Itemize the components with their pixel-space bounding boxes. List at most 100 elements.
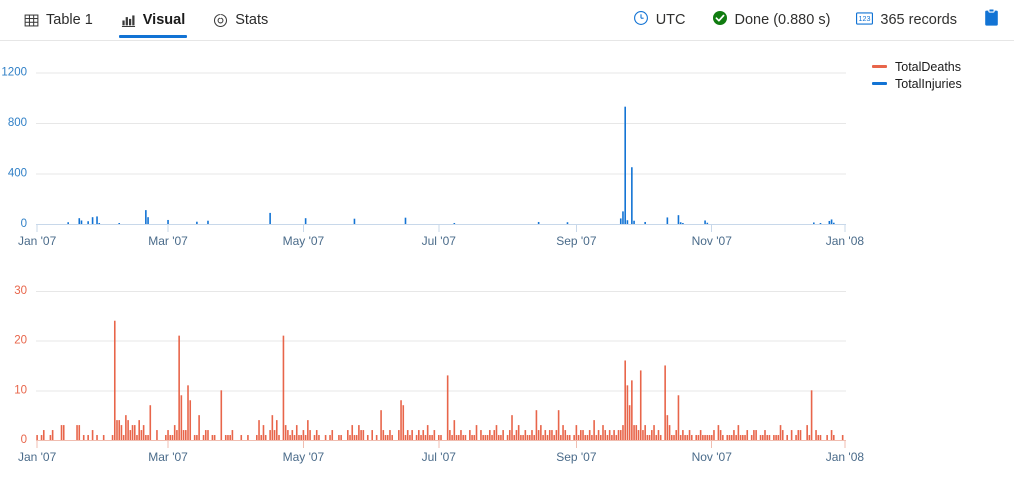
bar[interactable] xyxy=(473,435,476,440)
bar[interactable] xyxy=(149,405,152,440)
bar[interactable] xyxy=(96,216,98,224)
bar[interactable] xyxy=(264,435,267,440)
bar[interactable] xyxy=(719,430,722,440)
bar[interactable] xyxy=(287,430,289,440)
bar[interactable] xyxy=(291,430,294,440)
bar[interactable] xyxy=(140,430,143,440)
bar[interactable] xyxy=(404,217,407,224)
bar[interactable] xyxy=(42,430,45,440)
bar[interactable] xyxy=(500,435,502,440)
bar[interactable] xyxy=(708,435,711,440)
bar[interactable] xyxy=(668,425,671,440)
bar[interactable] xyxy=(453,420,456,440)
bar[interactable] xyxy=(753,430,755,440)
bar[interactable] xyxy=(489,430,491,440)
bar[interactable] xyxy=(404,435,407,440)
bar[interactable] xyxy=(533,435,536,440)
bar[interactable] xyxy=(520,435,522,440)
bar[interactable] xyxy=(187,385,189,440)
bar[interactable] xyxy=(437,435,440,440)
bar[interactable] xyxy=(220,390,223,440)
bar[interactable] xyxy=(602,425,604,440)
bar[interactable] xyxy=(560,435,562,440)
bar[interactable] xyxy=(675,430,678,440)
bar[interactable] xyxy=(646,435,649,440)
bar[interactable] xyxy=(295,425,298,440)
bar[interactable] xyxy=(366,435,369,440)
bar[interactable] xyxy=(460,430,462,440)
bar[interactable] xyxy=(797,430,800,440)
bar[interactable] xyxy=(284,425,287,440)
bar[interactable] xyxy=(415,435,418,440)
bar[interactable] xyxy=(713,430,715,440)
bar[interactable] xyxy=(528,435,531,440)
tab-visual[interactable]: Visual xyxy=(107,0,199,41)
bar[interactable] xyxy=(49,435,52,440)
bar[interactable] xyxy=(227,435,229,440)
bar[interactable] xyxy=(497,435,500,440)
bar[interactable] xyxy=(386,435,389,440)
bar[interactable] xyxy=(540,425,542,440)
bar[interactable] xyxy=(695,435,698,440)
bar[interactable] xyxy=(231,430,234,440)
bar[interactable] xyxy=(626,220,629,224)
bar[interactable] xyxy=(145,435,147,440)
bar[interactable] xyxy=(573,435,575,440)
bar[interactable] xyxy=(111,435,114,440)
bar[interactable] xyxy=(633,425,635,440)
bar[interactable] xyxy=(739,435,742,440)
bar[interactable] xyxy=(568,435,571,440)
bar[interactable] xyxy=(371,430,374,440)
bar[interactable] xyxy=(537,221,540,224)
bar[interactable] xyxy=(595,435,598,440)
bar[interactable] xyxy=(87,221,89,224)
legend-item-totaldeaths[interactable]: TotalDeaths xyxy=(872,58,962,75)
bar[interactable] xyxy=(176,430,178,440)
bar[interactable] xyxy=(697,435,700,440)
bar[interactable] xyxy=(353,218,356,224)
bar[interactable] xyxy=(781,430,784,440)
bar[interactable] xyxy=(313,435,316,440)
bar[interactable] xyxy=(599,435,602,440)
bar[interactable] xyxy=(318,435,320,440)
bar[interactable] xyxy=(577,435,580,440)
bar[interactable] xyxy=(269,430,271,440)
bar[interactable] xyxy=(211,435,214,440)
bar[interactable] xyxy=(619,430,622,440)
bar[interactable] xyxy=(819,222,822,224)
bar[interactable] xyxy=(515,430,518,440)
bar[interactable] xyxy=(402,405,405,440)
bar[interactable] xyxy=(269,212,271,224)
bar[interactable] xyxy=(615,435,618,440)
bar[interactable] xyxy=(167,430,169,440)
bar[interactable] xyxy=(542,435,544,440)
bar[interactable] xyxy=(517,425,520,440)
bar[interactable] xyxy=(806,425,808,440)
bar[interactable] xyxy=(293,435,296,440)
bar[interactable] xyxy=(511,415,513,440)
bar[interactable] xyxy=(841,435,844,440)
bar[interactable] xyxy=(742,435,744,440)
bar[interactable] xyxy=(828,220,831,224)
bar[interactable] xyxy=(659,435,662,440)
bar[interactable] xyxy=(799,430,802,440)
bar[interactable] xyxy=(546,435,549,440)
bar[interactable] xyxy=(300,435,302,440)
bar[interactable] xyxy=(606,435,609,440)
bar[interactable] xyxy=(832,222,835,224)
bar[interactable] xyxy=(224,435,227,440)
bar[interactable] xyxy=(329,435,331,440)
bar[interactable] xyxy=(457,435,460,440)
bar[interactable] xyxy=(125,415,127,440)
bar[interactable] xyxy=(116,420,118,440)
bar[interactable] xyxy=(513,435,516,440)
bar[interactable] xyxy=(207,220,209,224)
bar[interactable] xyxy=(635,425,638,440)
bar[interactable] xyxy=(679,435,682,440)
bar[interactable] xyxy=(355,435,358,440)
bar[interactable] xyxy=(451,435,453,440)
bar[interactable] xyxy=(682,430,684,440)
bar[interactable] xyxy=(262,425,265,440)
bar[interactable] xyxy=(98,222,101,224)
bar[interactable] xyxy=(131,425,134,440)
